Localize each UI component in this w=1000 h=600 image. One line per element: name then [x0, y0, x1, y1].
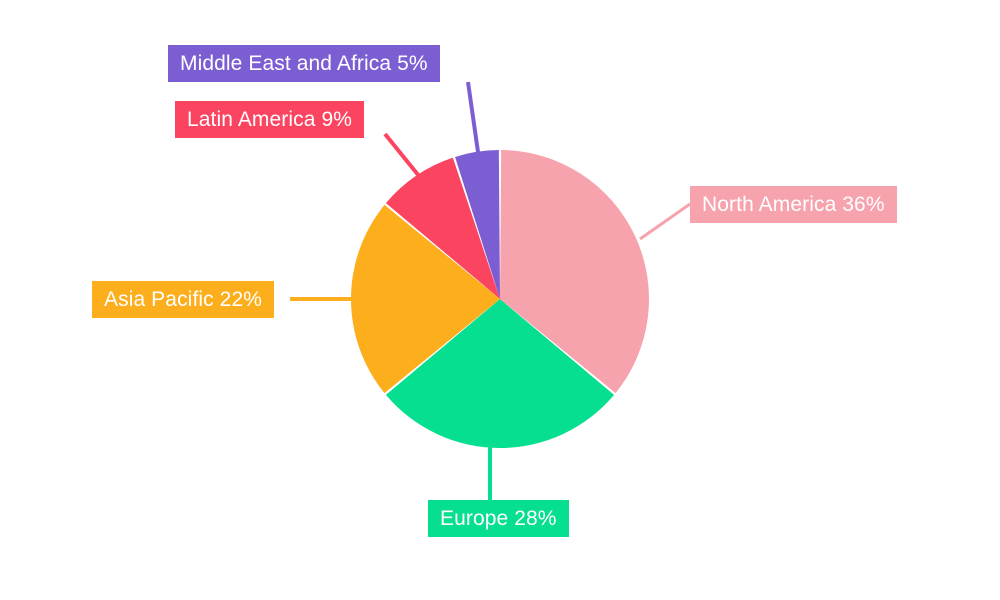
leader-lines	[290, 81, 691, 500]
leader-line-latin-america	[383, 132, 421, 178]
pie-label-latin-america: Latin America 9%	[175, 101, 365, 138]
pie-wedges	[351, 150, 650, 448]
leader-line-middle-east-africa	[466, 81, 480, 153]
pie-label-middle-east-and-africa: Middle East and Africa 5%	[168, 45, 440, 82]
pie-slice-north-america[interactable]	[500, 150, 650, 394]
pie-label-europe: Europe 28%	[428, 500, 569, 537]
pie-slice-middle-east-and-africa[interactable]	[455, 150, 500, 299]
pie-slice-europe[interactable]	[385, 299, 615, 448]
pie-label-asia-pacific: Asia Pacific 22%	[92, 281, 275, 318]
pie-label-north-america: North America 36%	[690, 186, 897, 223]
leader-line-north-america	[639, 202, 691, 241]
pie-slice-latin-america[interactable]	[385, 157, 500, 299]
pie-slice-asia-pacific[interactable]	[351, 204, 500, 394]
